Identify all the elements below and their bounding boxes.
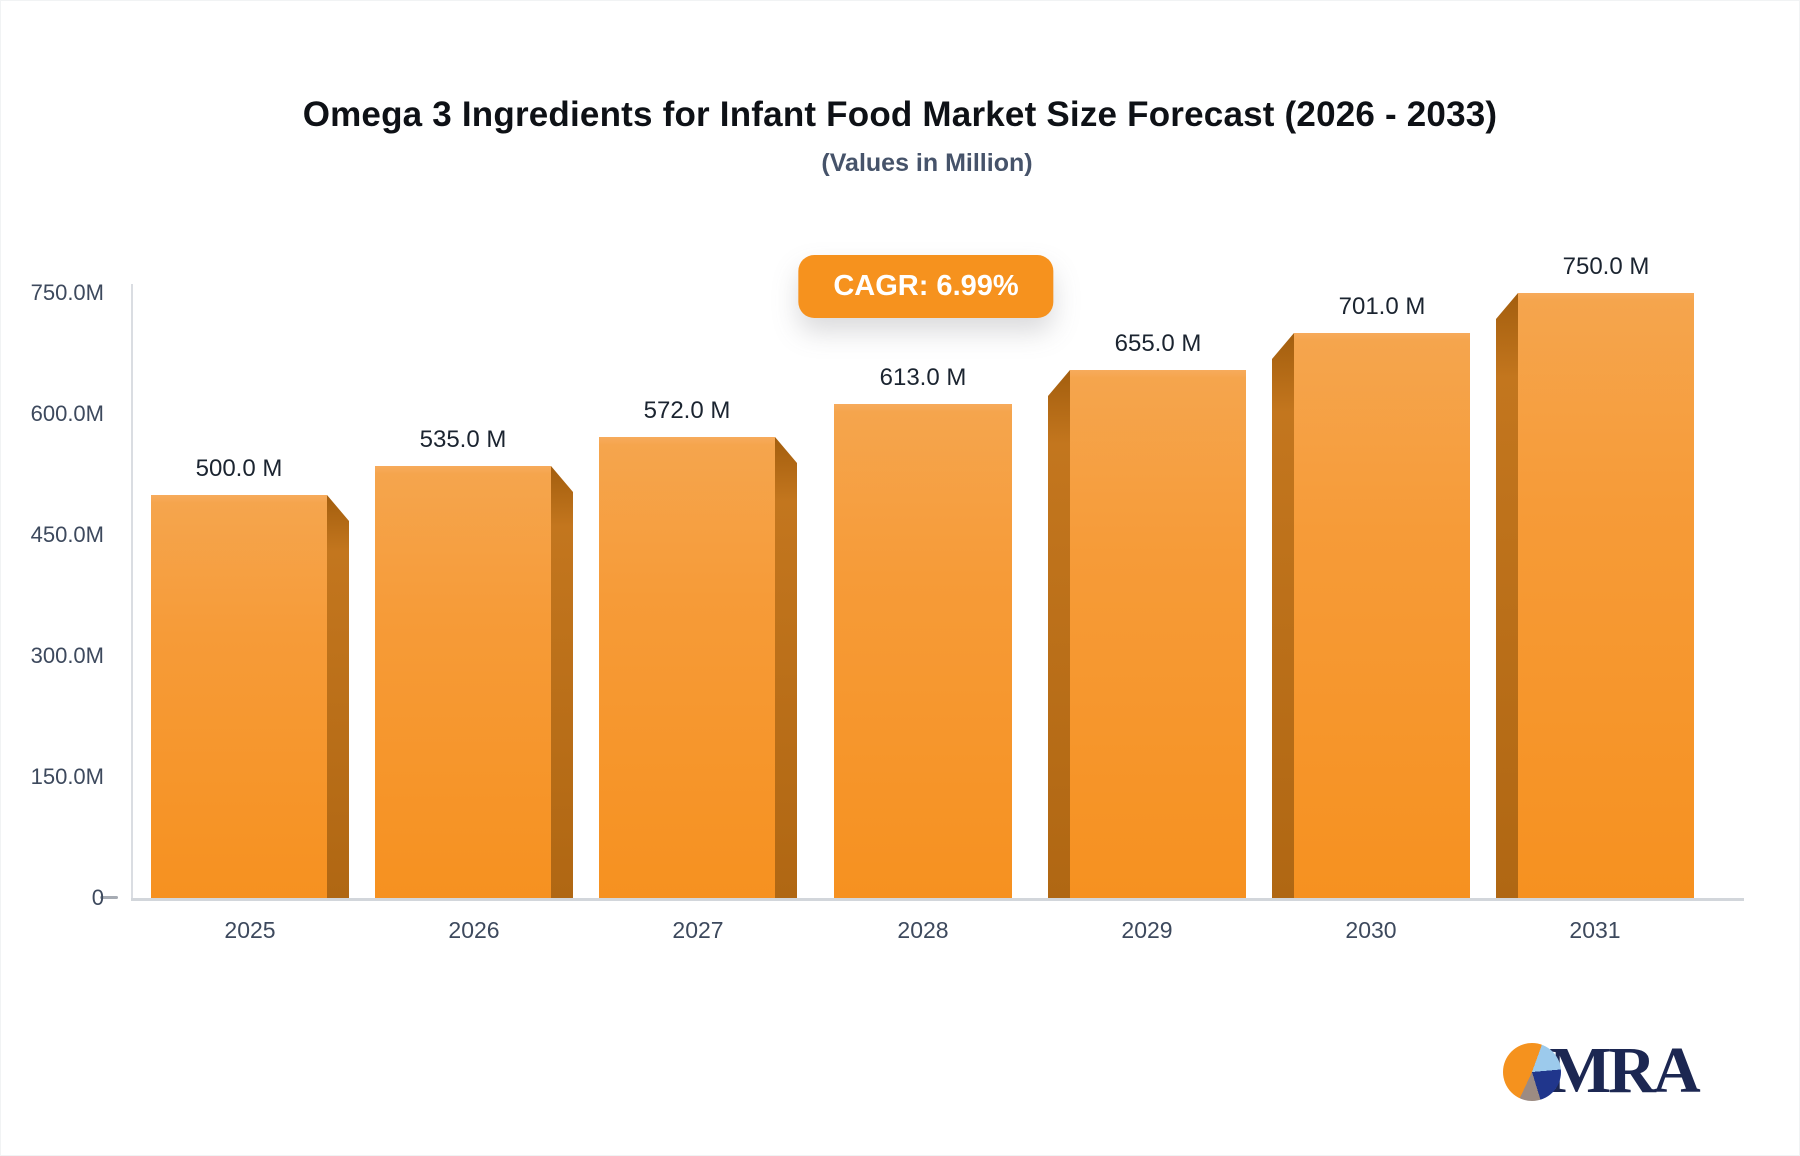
bar-side-3d [551, 466, 573, 898]
bar [599, 437, 797, 898]
bar [151, 495, 349, 898]
brand-name: MRA [1549, 1034, 1701, 1107]
bar [1048, 370, 1246, 898]
bar-side-3d [1496, 293, 1518, 898]
bar-value-label: 750.0 M [1562, 253, 1650, 280]
bar-face [599, 437, 775, 898]
bar-side-3d [327, 495, 349, 898]
bar-face [834, 404, 1012, 898]
chart-subtitle: (Values in Million) [821, 149, 1033, 177]
bar-face [1294, 333, 1470, 898]
pie-chart-icon [1503, 1043, 1561, 1101]
bar [1272, 333, 1470, 898]
x-axis-label: 2027 [672, 917, 724, 943]
chart-title: Omega 3 Ingredients for Infant Food Mark… [302, 95, 1498, 134]
bar-face [151, 495, 327, 898]
bar-value-label: 500.0 M [195, 455, 283, 482]
bar [1496, 293, 1694, 898]
bar [824, 404, 1022, 898]
x-axis-label: 2026 [448, 917, 500, 943]
bar [375, 466, 573, 898]
cagr-badge: CAGR: 6.99% [798, 255, 1054, 318]
bar-side-3d [1048, 370, 1070, 898]
y-axis-label: 750.0M [30, 280, 104, 305]
x-axis-line [131, 898, 1744, 901]
bar-value-label: 613.0 M [879, 364, 967, 391]
y-axis-label: 0 [91, 885, 104, 910]
bar-side-3d [775, 437, 797, 898]
bar-face [375, 466, 551, 898]
x-axis-label: 2030 [1345, 917, 1397, 943]
y-axis-label: 150.0M [30, 764, 104, 789]
y-axis-label: 450.0M [30, 522, 104, 547]
x-axis-label: 2028 [897, 917, 949, 943]
bar-face [1070, 370, 1246, 898]
zero-tick-mark [100, 896, 118, 899]
bar-value-label: 655.0 M [1114, 330, 1202, 357]
y-axis-label: 300.0M [30, 643, 104, 668]
y-axis-line [131, 284, 133, 901]
x-axis-label: 2029 [1121, 917, 1173, 943]
bar-side-3d [1272, 333, 1294, 898]
y-axis-label: 600.0M [30, 401, 104, 426]
brand-logo: MRA [1503, 1035, 1743, 1115]
bar-value-label: 572.0 M [643, 397, 731, 424]
bar-value-label: 701.0 M [1338, 293, 1426, 320]
bar-face [1518, 293, 1694, 898]
x-axis-label: 2025 [224, 917, 276, 943]
x-axis-label: 2031 [1569, 917, 1621, 943]
bar-value-label: 535.0 M [419, 426, 507, 453]
